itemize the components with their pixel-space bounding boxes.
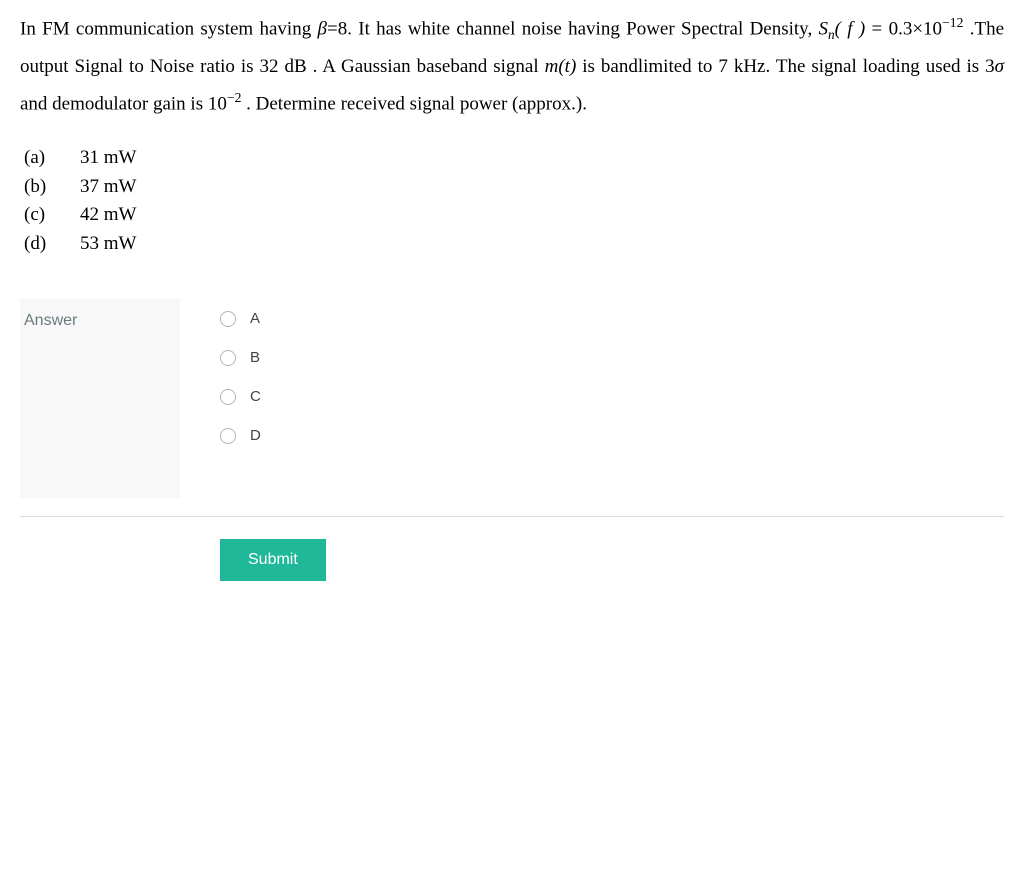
submit-button[interactable]: Submit	[220, 539, 326, 581]
q-part: Gaussian baseband signal	[341, 56, 545, 77]
option-row: (c) 42 mW	[24, 201, 1004, 230]
choice-label: B	[250, 349, 260, 366]
option-label: (b)	[24, 173, 52, 202]
q-part: and demodulator gain is 10	[20, 93, 227, 114]
option-label: (c)	[24, 201, 52, 230]
option-row: (a) 31 mW	[24, 144, 1004, 173]
choice-row[interactable]: B	[220, 349, 261, 366]
radio-d[interactable]	[220, 428, 236, 444]
sn-exp: −12	[942, 15, 963, 30]
question-text: In FM communication system having β=8. I…	[20, 10, 1004, 122]
option-value: 42 mW	[80, 201, 136, 230]
choice-row[interactable]: D	[220, 427, 261, 444]
option-value: 37 mW	[80, 173, 136, 202]
radio-a[interactable]	[220, 311, 236, 327]
answer-label: Answer	[20, 298, 180, 498]
sn-sub: n	[828, 27, 835, 42]
radio-b[interactable]	[220, 350, 236, 366]
beta-symbol: β	[318, 18, 327, 39]
sn-f: ( f )	[835, 18, 866, 39]
choice-label: D	[250, 427, 261, 444]
mt-t: (t)	[558, 56, 576, 77]
option-row: (b) 37 mW	[24, 173, 1004, 202]
answer-choices: A B C D	[180, 298, 261, 466]
sn-S: S	[819, 18, 829, 39]
q-part: =8. It has white channel noise having Po…	[327, 18, 675, 39]
q-part: is bandlimited to 7 kHz. The signal load…	[576, 56, 994, 77]
answer-section: Answer A B C D	[20, 298, 1004, 517]
option-row: (d) 53 mW	[24, 230, 1004, 259]
option-value: 31 mW	[80, 144, 136, 173]
gain-exp: −2	[227, 90, 242, 105]
sigma: σ	[995, 56, 1004, 77]
sn-eq: = 0.3×10	[865, 18, 942, 39]
q-part: In FM communication system having	[20, 18, 318, 39]
q-part: Spectral Density,	[681, 18, 819, 39]
radio-c[interactable]	[220, 389, 236, 405]
choice-label: A	[250, 310, 260, 327]
q-part: . Determine received signal power (appro…	[241, 93, 587, 114]
option-value: 53 mW	[80, 230, 136, 259]
choice-label: C	[250, 388, 261, 405]
option-label: (a)	[24, 144, 52, 173]
choice-row[interactable]: A	[220, 310, 261, 327]
options-list: (a) 31 mW (b) 37 mW (c) 42 mW (d) 53 mW	[24, 144, 1004, 258]
choice-row[interactable]: C	[220, 388, 261, 405]
option-label: (d)	[24, 230, 52, 259]
mt-m: m	[545, 56, 559, 77]
